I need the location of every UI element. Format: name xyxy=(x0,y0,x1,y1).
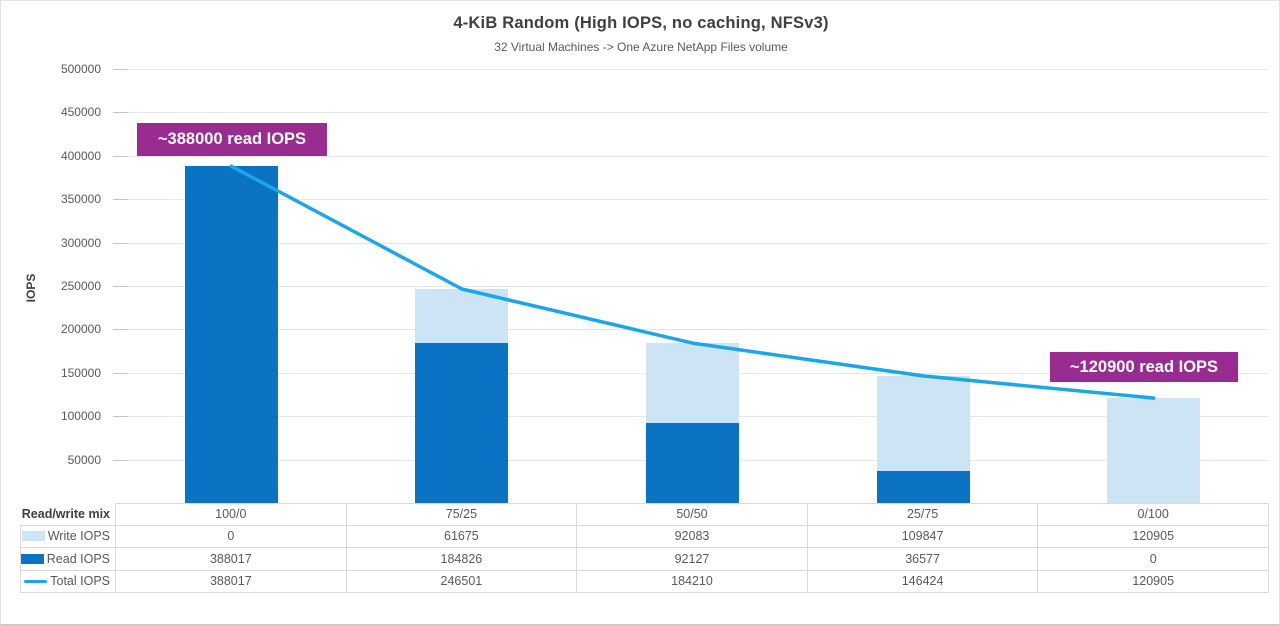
y-axis-title: IOPS xyxy=(24,273,38,303)
table-row-label-write: Write IOPS xyxy=(20,525,116,548)
gridline xyxy=(116,69,1269,70)
table-row-label-total: Total IOPS xyxy=(20,570,116,593)
table-row-label-total-text: Total IOPS xyxy=(50,574,110,589)
table-category-cell: 50/50 xyxy=(577,503,808,526)
y-tick xyxy=(113,242,128,244)
table-category-cell-text: 75/25 xyxy=(445,507,478,522)
total-iops-legend-swatch xyxy=(24,579,48,583)
table-value-cell: 120905 xyxy=(1038,570,1269,593)
table-row-label-read: Read IOPS xyxy=(20,548,116,571)
bar-write-segment xyxy=(415,289,509,343)
table-category-cell-text: 25/75 xyxy=(906,507,939,522)
table-corner-label: Read/write mix xyxy=(20,503,116,526)
bar-write-segment xyxy=(646,343,739,424)
table-value-cell: 388017 xyxy=(116,548,347,571)
table-value-cell-text: 120905 xyxy=(1132,529,1175,544)
y-tick-label: 300000 xyxy=(60,235,101,250)
chart-subtitle: 32 Virtual Machines -> One Azure NetApp … xyxy=(494,40,788,54)
table-category-cell: 0/100 xyxy=(1038,503,1269,526)
y-tick-label: 50000 xyxy=(67,452,101,467)
gridline xyxy=(116,112,1269,114)
table-category-cell-text: 100/0 xyxy=(215,507,247,522)
table-value-cell-text: 92083 xyxy=(674,529,710,544)
read-iops-legend-swatch xyxy=(20,553,44,564)
table-value-cell-text: 109847 xyxy=(901,529,944,544)
y-tick xyxy=(113,69,128,70)
gridline xyxy=(116,155,1269,157)
gridline xyxy=(116,286,1269,287)
y-tick-label: 400000 xyxy=(60,148,101,163)
y-tick-label: 150000 xyxy=(60,365,101,380)
table-category-cell: 25/75 xyxy=(807,503,1039,526)
y-tick xyxy=(113,199,128,201)
y-tick xyxy=(113,155,128,157)
gridline xyxy=(116,329,1269,331)
table-value-cell-text: 184210 xyxy=(671,574,713,589)
table-row-label-read-text: Read IOPS xyxy=(46,551,110,566)
table-category-cell-text: 0/100 xyxy=(1137,507,1169,522)
y-tick-label: 500000 xyxy=(60,62,101,76)
table-value-cell-text: 61675 xyxy=(444,529,479,544)
table-value-cell-text: 388017 xyxy=(209,574,252,589)
y-tick xyxy=(113,372,128,374)
table-value-cell-text: 92127 xyxy=(674,551,710,566)
gridline xyxy=(116,199,1269,201)
gridline xyxy=(116,242,1269,244)
table-value-cell: 0 xyxy=(1038,548,1269,571)
table-category-cell: 100/0 xyxy=(116,503,347,526)
y-tick xyxy=(113,459,128,461)
table-value-cell-text: 36577 xyxy=(905,551,940,566)
table-value-cell: 61675 xyxy=(346,525,578,548)
table-category-cell: 75/25 xyxy=(346,503,578,526)
table-value-cell: 0 xyxy=(116,525,347,548)
y-tick xyxy=(113,286,128,287)
annotation-read-iops-low: ~120900 read IOPS xyxy=(1050,352,1238,382)
table-value-cell: 92127 xyxy=(577,548,808,571)
y-tick-label: 200000 xyxy=(60,322,101,337)
table-value-cell: 109847 xyxy=(807,525,1039,548)
y-tick-label: 450000 xyxy=(60,105,101,120)
y-tick-label: 100000 xyxy=(60,409,101,424)
bar-read-segment xyxy=(415,342,509,503)
y-tick-label: 250000 xyxy=(60,279,101,293)
annotation-read-iops-high: ~388000 read IOPS xyxy=(137,123,327,156)
table-value-cell-text: 0 xyxy=(1149,551,1157,566)
table-value-cell-text: 246501 xyxy=(440,574,483,589)
y-tick xyxy=(113,112,128,114)
table-value-cell-text: 184826 xyxy=(440,551,483,566)
table-value-cell-text: 146424 xyxy=(901,574,944,589)
table-value-cell: 92083 xyxy=(577,525,808,548)
y-tick xyxy=(113,416,128,418)
table-value-cell: 120905 xyxy=(1038,525,1269,548)
table-value-cell: 146424 xyxy=(807,570,1039,593)
chart-title: 4-KiB Random (High IOPS, no caching, NFS… xyxy=(453,14,829,32)
bar-write-segment xyxy=(1107,398,1201,503)
table-row-label-write-text: Write IOPS xyxy=(47,529,110,544)
y-tick-label: 350000 xyxy=(60,192,101,207)
data-table: Read/write mix 100/0 75/25 50/50 25/75 0/100 W… xyxy=(20,503,1269,593)
table-value-cell-text: 0 xyxy=(227,529,235,544)
bar-read-segment xyxy=(184,166,278,503)
table-category-cell-text: 50/50 xyxy=(676,507,708,522)
table-value-cell-text: 388017 xyxy=(209,551,252,566)
table-value-cell: 184826 xyxy=(346,548,578,571)
table-value-cell: 246501 xyxy=(346,570,578,593)
bar-write-segment xyxy=(876,375,970,472)
bar-read-segment xyxy=(876,471,970,503)
table-value-cell: 36577 xyxy=(807,548,1039,571)
write-iops-legend-swatch xyxy=(21,531,45,542)
y-tick xyxy=(113,329,128,331)
table-value-cell: 388017 xyxy=(116,570,347,593)
table-value-cell: 184210 xyxy=(577,570,808,593)
bar-read-segment xyxy=(646,423,739,503)
table-corner-label-text: Read/write mix xyxy=(21,506,110,521)
table-value-cell-text: 120905 xyxy=(1132,574,1175,589)
